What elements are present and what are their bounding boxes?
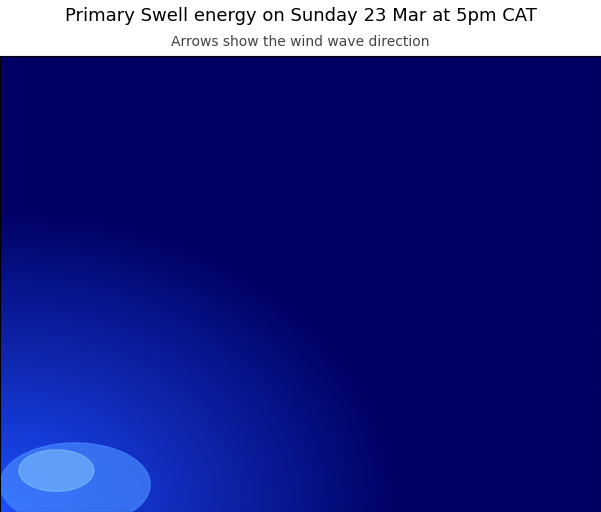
Ellipse shape: [0, 443, 150, 512]
Text: Arrows show the wind wave direction: Arrows show the wind wave direction: [171, 35, 430, 49]
Ellipse shape: [19, 450, 94, 492]
Text: Primary Swell energy on Sunday 23 Mar at 5pm CAT: Primary Swell energy on Sunday 23 Mar at…: [64, 7, 537, 25]
